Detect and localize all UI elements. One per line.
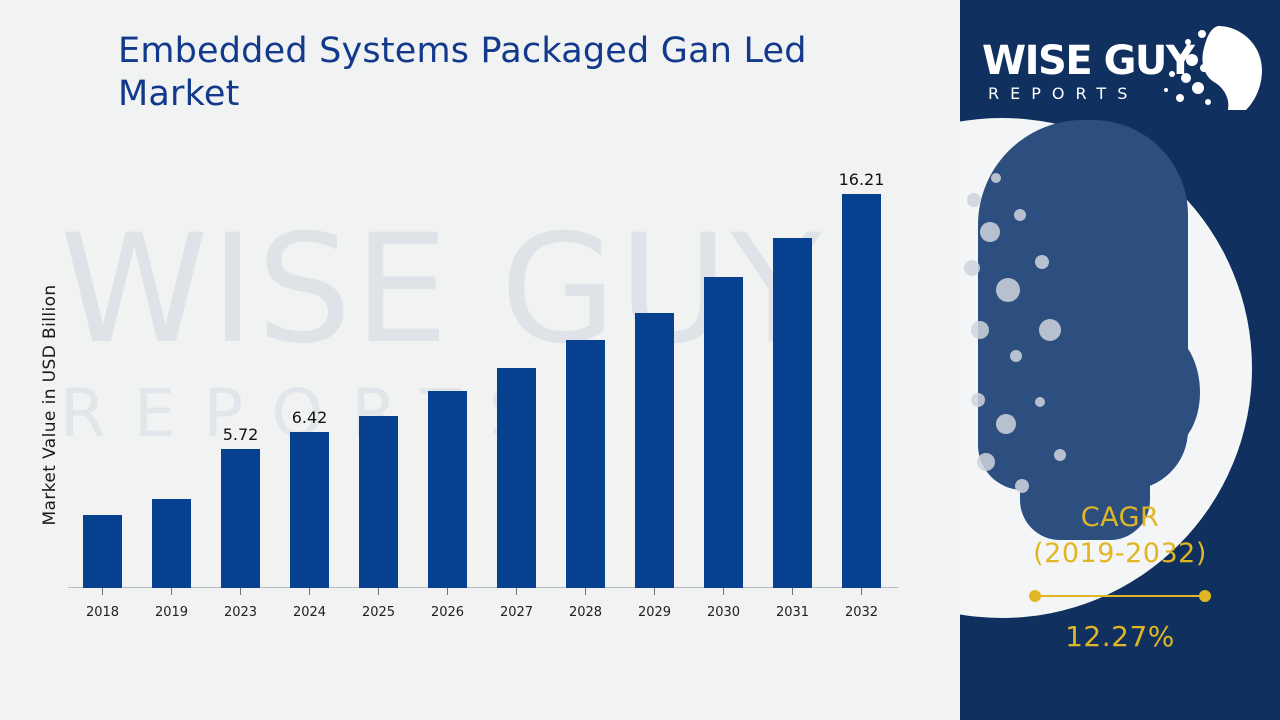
- side-panel: WISE GUY REPORTS CAGR (2019-2032): [960, 0, 1280, 720]
- logo-tagline: REPORTS: [988, 84, 1139, 103]
- x-axis-label-2025: 2025: [361, 605, 396, 620]
- divider-dot-right: [1199, 590, 1211, 602]
- chart-title: Embedded Systems Packaged Gan Led Market: [118, 31, 807, 114]
- bar-group: 2031: [758, 150, 827, 620]
- x-axis-label-2027: 2027: [499, 605, 534, 620]
- bar-value-label-2023: 5.72: [222, 425, 259, 444]
- bar-2030[interactable]: [704, 277, 743, 588]
- bar-2029[interactable]: [635, 313, 674, 588]
- bar-group: 5.72 2023: [206, 150, 275, 620]
- bar-2025[interactable]: [359, 416, 398, 588]
- bar-2019[interactable]: [152, 499, 191, 588]
- bar-2032[interactable]: [842, 194, 881, 588]
- x-axis-baseline: [68, 587, 898, 588]
- x-tick: [447, 588, 448, 595]
- chart-panel: WISE GUY REPORTS Embedded Systems Packag…: [40, 31, 898, 620]
- bar-group: 2030: [689, 150, 758, 620]
- x-tick: [516, 588, 517, 595]
- face-neck-shape: [1020, 420, 1150, 540]
- x-axis-label-2026: 2026: [430, 605, 465, 620]
- bar-2031[interactable]: [773, 238, 812, 588]
- plot-area: 2018 2019 5.72 2023 6.42 2024 2025 2026 2027 2028…: [68, 150, 898, 620]
- bar-value-label-2032: 16.21: [838, 170, 885, 189]
- bar-2028[interactable]: [566, 340, 605, 588]
- bar-2023[interactable]: [221, 449, 260, 588]
- bar-group: 2019: [137, 150, 206, 620]
- cagr-title: CAGR: [1080, 502, 1160, 533]
- x-axis-label-2024: 2024: [292, 605, 327, 620]
- cagr-divider: [1029, 590, 1211, 602]
- bar-2018[interactable]: [83, 515, 122, 588]
- cagr-value: 12.27%: [1065, 620, 1175, 653]
- x-tick: [723, 588, 724, 595]
- bar-group: 2018: [68, 150, 137, 620]
- divider-line: [1035, 595, 1205, 597]
- bar-2024[interactable]: [290, 432, 329, 588]
- x-tick: [861, 588, 862, 595]
- logo-head-icon: [1164, 26, 1262, 110]
- bar-group: 2026: [413, 150, 482, 620]
- molecule-dots-icon: [964, 173, 1066, 493]
- bar-group: 2025: [344, 150, 413, 620]
- x-axis-label-2019: 2019: [154, 605, 189, 620]
- bar-2027[interactable]: [497, 368, 536, 588]
- bar-group: 2027: [482, 150, 551, 620]
- logo-wordmark: WISE GUY: [982, 38, 1195, 84]
- cagr-block: CAGR (2019-2032) 12.27%: [960, 500, 1280, 653]
- x-axis-label-2031: 2031: [775, 605, 810, 620]
- x-tick: [654, 588, 655, 595]
- cagr-range: (2019-2032): [1033, 538, 1207, 569]
- bar-group: 16.21 2032: [827, 150, 896, 620]
- x-tick: [240, 588, 241, 595]
- x-axis-label-2023: 2023: [223, 605, 258, 620]
- y-axis-label: Market Value in USD Billion: [40, 284, 60, 526]
- x-tick: [378, 588, 379, 595]
- x-axis-label-2028: 2028: [568, 605, 603, 620]
- x-axis-label-2018: 2018: [85, 605, 120, 620]
- x-tick: [585, 588, 586, 595]
- x-axis-label-2030: 2030: [706, 605, 741, 620]
- bar-group: 2028: [551, 150, 620, 620]
- x-axis-label-2032: 2032: [844, 605, 879, 620]
- bar-group: 2029: [620, 150, 689, 620]
- bar-2026[interactable]: [428, 391, 467, 588]
- bar-group: 6.42 2024: [275, 150, 344, 620]
- bar-value-label-2024: 6.42: [291, 408, 328, 427]
- wiseguy-logo: WISE GUY REPORTS: [978, 22, 1268, 118]
- x-tick: [792, 588, 793, 595]
- x-tick: [309, 588, 310, 595]
- x-axis-label-2029: 2029: [637, 605, 672, 620]
- x-tick: [171, 588, 172, 595]
- x-tick: [102, 588, 103, 595]
